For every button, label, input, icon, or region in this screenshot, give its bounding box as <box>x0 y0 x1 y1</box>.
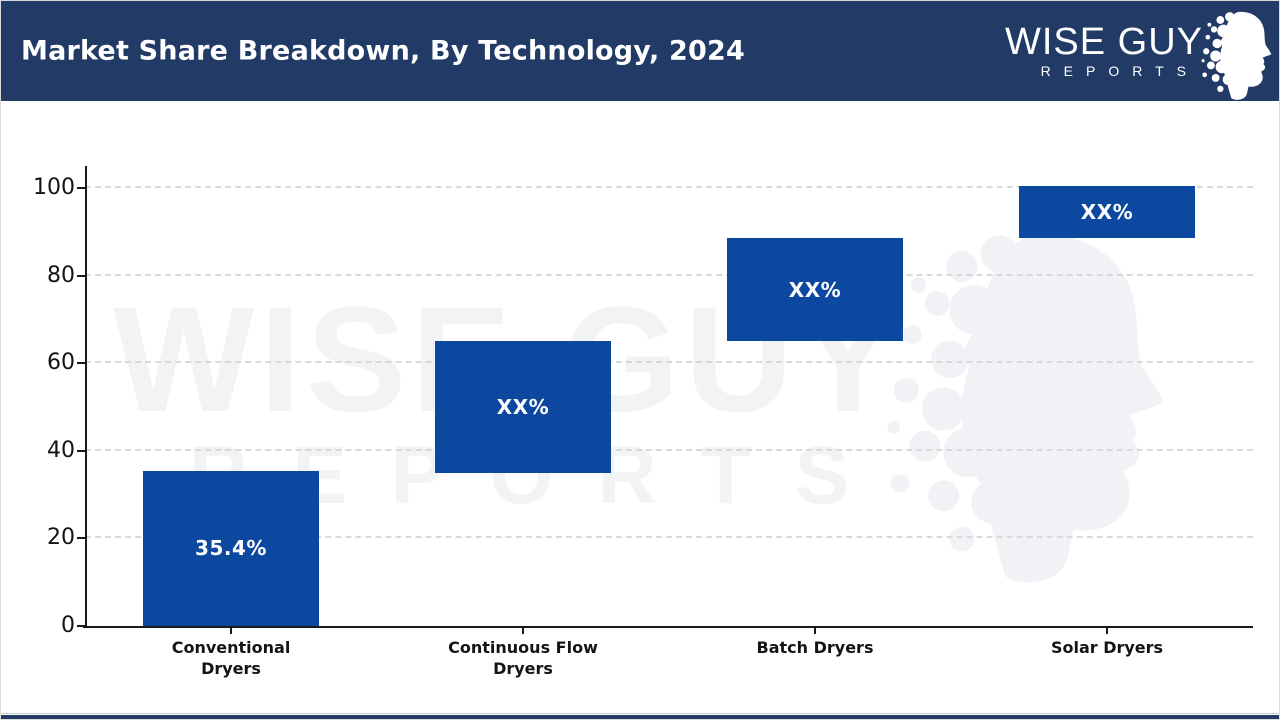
gridline-60 <box>85 361 1253 364</box>
y-tick-mark <box>77 625 85 627</box>
brand-logo-name: WISE GUY <box>1004 21 1203 63</box>
gridline-40 <box>85 448 1253 451</box>
y-tick-label: 100 <box>33 174 75 200</box>
bar-solar-dryers: XX% <box>1019 185 1195 239</box>
bar-conventional-dryers: 35.4% <box>143 470 319 626</box>
x-category-label: Solar Dryers <box>1050 638 1164 657</box>
y-tick-label: 0 <box>61 613 75 638</box>
bar-value-label: XX% <box>1080 200 1134 225</box>
brand-logo-head-icon <box>1201 11 1272 100</box>
brand-logo: WISE GUY REPORTS <box>1005 7 1273 100</box>
header-banner: Market Share Breakdown, By Technology, 2… <box>1 1 1279 101</box>
y-tick-label: 40 <box>47 437 75 463</box>
watermark-head-icon <box>887 234 1164 583</box>
footer-hairline <box>1 713 1279 714</box>
bar-batch-dryers: XX% <box>727 238 903 342</box>
y-tick-label: 20 <box>47 525 75 551</box>
plot-area: 35.4% XX% XX% XX% <box>77 166 1253 634</box>
x-tick-mark <box>522 626 524 634</box>
bar-continuous-flow-dryers: XX% <box>435 341 611 473</box>
brand-logo-sub: REPORTS <box>1040 63 1199 79</box>
y-axis-line <box>85 166 87 626</box>
x-axis-line <box>83 626 1253 628</box>
gridline-100 <box>85 185 1253 188</box>
y-tick-mark <box>77 362 85 365</box>
footer-accent-bar <box>1 715 1279 719</box>
gridline-20 <box>85 536 1253 539</box>
bar-value-label: 35.4% <box>195 536 267 561</box>
gridline-80 <box>85 273 1253 276</box>
bar-value-label: XX% <box>496 394 550 419</box>
y-tick-label: 80 <box>47 262 75 288</box>
x-category-label: Continuous Flow Dryers <box>448 638 598 678</box>
x-tick-mark <box>814 626 816 634</box>
x-category-label: Conventional Dryers <box>171 638 291 678</box>
x-category-label: Batch Dryers <box>756 638 874 657</box>
y-tick-mark <box>77 274 85 277</box>
y-tick-mark <box>77 186 85 189</box>
x-tick-mark <box>1106 626 1108 634</box>
y-axis-tick-labels: 0 20 40 60 80 100 <box>11 166 75 638</box>
bar-value-label: XX% <box>788 277 842 302</box>
y-tick-mark <box>77 537 85 540</box>
y-tick-label: 60 <box>47 350 75 376</box>
chart-title: Market Share Breakdown, By Technology, 2… <box>21 35 746 67</box>
x-axis-category-labels: Conventional Dryers Continuous Flow Dryers B… <box>85 638 1253 688</box>
y-tick-mark <box>77 449 85 452</box>
x-tick-mark <box>230 626 232 634</box>
